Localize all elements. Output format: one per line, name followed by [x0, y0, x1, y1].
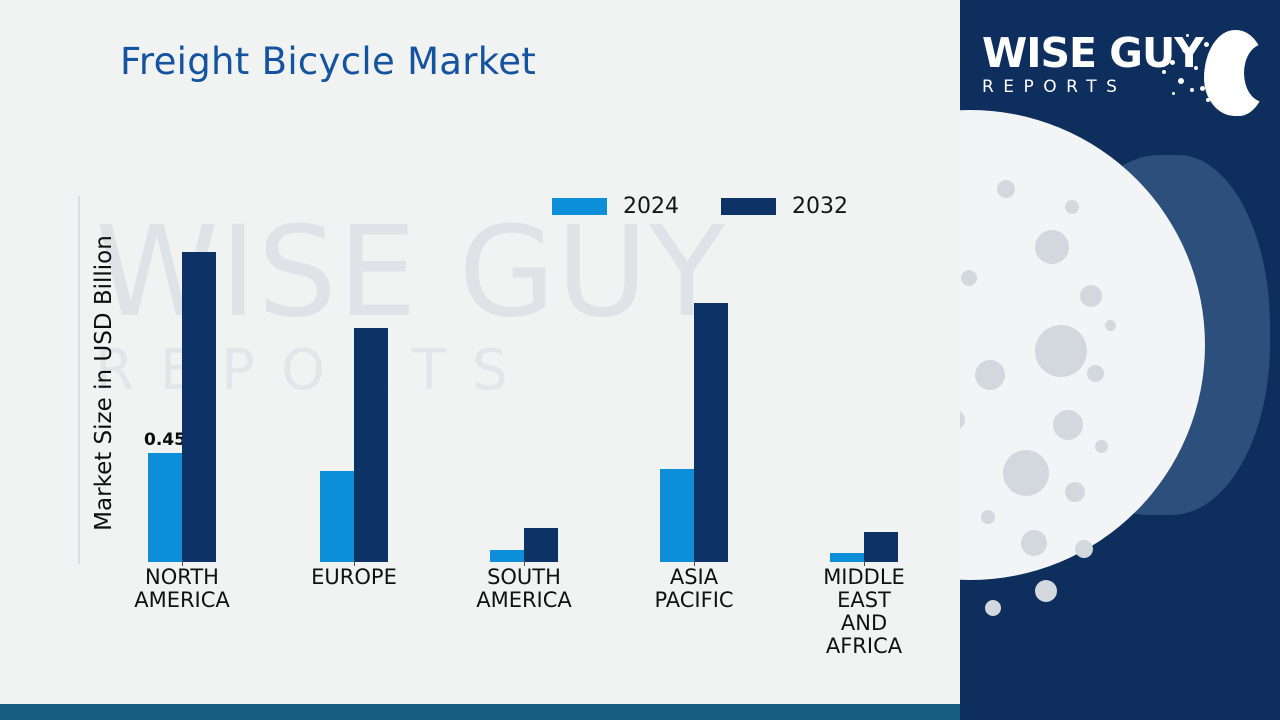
bar-2024[interactable]: 0.45: [144, 430, 186, 562]
bar-2032[interactable]: [864, 532, 898, 562]
bubble-dot: [1105, 320, 1116, 331]
logo-dot: [1224, 34, 1227, 37]
bubble-dot: [960, 410, 965, 430]
x-axis-label-line: AMERICA: [476, 588, 572, 612]
logo-dot: [1194, 66, 1198, 70]
bar-group: 0.45: [144, 196, 216, 562]
bar-group: [490, 196, 558, 562]
logo-dot: [1168, 40, 1171, 43]
x-axis-label-line: SOUTH: [487, 565, 561, 589]
bubble-texture: [960, 110, 1205, 616]
bottom-accent-strip: [0, 704, 960, 720]
bubble-dot: [975, 360, 1005, 390]
brand-panel: WISE GUY REPORTS: [960, 0, 1280, 720]
legend-label-2032: 2032: [792, 194, 848, 219]
x-axis-label: MIDDLE EAST AND AFRICA: [794, 560, 934, 658]
bar-2032[interactable]: [524, 528, 558, 562]
logo-dot: [1178, 78, 1184, 84]
x-axis-tick: [354, 560, 355, 566]
x-axis-label: SOUTH AMERICA: [454, 560, 594, 612]
legend-swatch-2032: [721, 198, 776, 215]
logo-dot: [1170, 60, 1175, 65]
legend-label-2024: 2024: [623, 194, 679, 219]
bar-2032[interactable]: [354, 328, 388, 562]
logo-wordmark: WISE GUY: [982, 29, 1204, 77]
logo-dot: [1232, 46, 1236, 50]
legend-swatch-2024: [552, 198, 607, 215]
x-axis-tick: [864, 560, 865, 566]
logo-dots-icon: [1160, 26, 1270, 116]
logo-dot: [1200, 86, 1205, 91]
x-axis-label-line: AFRICA: [825, 634, 903, 658]
x-axis-label-line: AMERICA: [134, 588, 230, 612]
bar-group: [660, 196, 728, 562]
bar-2032[interactable]: [182, 252, 216, 562]
x-axis-label-line: EUROPE: [311, 565, 397, 589]
x-axis-label: ASIA PACIFIC: [624, 560, 764, 612]
logo-dot: [1186, 34, 1189, 37]
legend-item-2024[interactable]: 2024: [552, 194, 679, 219]
plot-area: 0.45: [80, 196, 940, 562]
bubble-dot: [961, 270, 977, 286]
bubble-dot: [1035, 580, 1057, 602]
x-axis-label-line: PACIFIC: [654, 588, 734, 612]
bubble-dot: [1065, 482, 1085, 502]
x-axis-label-line: NORTH: [145, 565, 219, 589]
logo-dot: [1206, 98, 1210, 102]
logo-dot: [1210, 72, 1217, 79]
bubble-dot: [1065, 200, 1079, 214]
x-axis-tick: [524, 560, 525, 566]
bubble-dot: [1080, 285, 1102, 307]
bar-value-label: 0.45: [144, 430, 186, 450]
bubble-dot: [997, 180, 1015, 198]
face-cutout: [1244, 44, 1280, 102]
x-axis-label: NORTH AMERICA: [112, 560, 252, 612]
bubble-dot: [1053, 410, 1083, 440]
bubble-dot: [1095, 440, 1108, 453]
bar-group: [320, 196, 388, 562]
bubble-dot: [985, 600, 1001, 616]
logo-dot: [1190, 88, 1194, 92]
bar-2024[interactable]: [830, 553, 864, 562]
bar-2024[interactable]: [320, 471, 354, 562]
bar-2032[interactable]: [694, 303, 728, 562]
logo-dot: [1216, 92, 1220, 96]
x-axis-label: EUROPE: [284, 560, 424, 589]
logo-dot: [1204, 42, 1209, 47]
logo-dot: [1172, 92, 1175, 95]
bubble-dot: [1021, 530, 1047, 556]
logo-dot: [1182, 46, 1189, 53]
wiseguy-logo[interactable]: WISE GUY REPORTS: [982, 29, 1280, 116]
chart-legend: 2024 2032: [552, 194, 848, 219]
x-axis-tick: [182, 560, 183, 566]
logo-dot: [1226, 80, 1232, 86]
bar-2024[interactable]: [660, 469, 694, 562]
bubble-dot: [1035, 325, 1087, 377]
bubble-dot: [1003, 450, 1049, 496]
x-axis-label-line: ASIA: [669, 565, 719, 589]
y-axis-line: [78, 196, 80, 564]
bubble-dot: [1087, 365, 1104, 382]
x-axis-label-line: AND: [840, 611, 888, 635]
chart-panel: WISE GUY REPORTS Freight Bicycle Market …: [0, 40, 960, 720]
x-axis-labels: NORTH AMERICA EUROPE SOUTH AMERICA ASIA PACIFI…: [80, 560, 940, 686]
x-axis-label-line: MIDDLE: [823, 565, 905, 589]
x-axis-label-line: EAST: [837, 588, 891, 612]
bar-group: [830, 196, 898, 562]
x-axis-tick: [694, 560, 695, 566]
logo-dot: [1162, 70, 1166, 74]
logo-subtitle: REPORTS: [982, 77, 1127, 97]
logo-dot: [1218, 56, 1222, 60]
legend-item-2032[interactable]: 2032: [721, 194, 848, 219]
bubble-dot: [981, 510, 995, 524]
chart-title: Freight Bicycle Market: [120, 40, 537, 83]
bubble-dot: [1035, 230, 1069, 264]
bubble-dot: [1075, 540, 1093, 558]
bar-2024[interactable]: [490, 550, 524, 562]
